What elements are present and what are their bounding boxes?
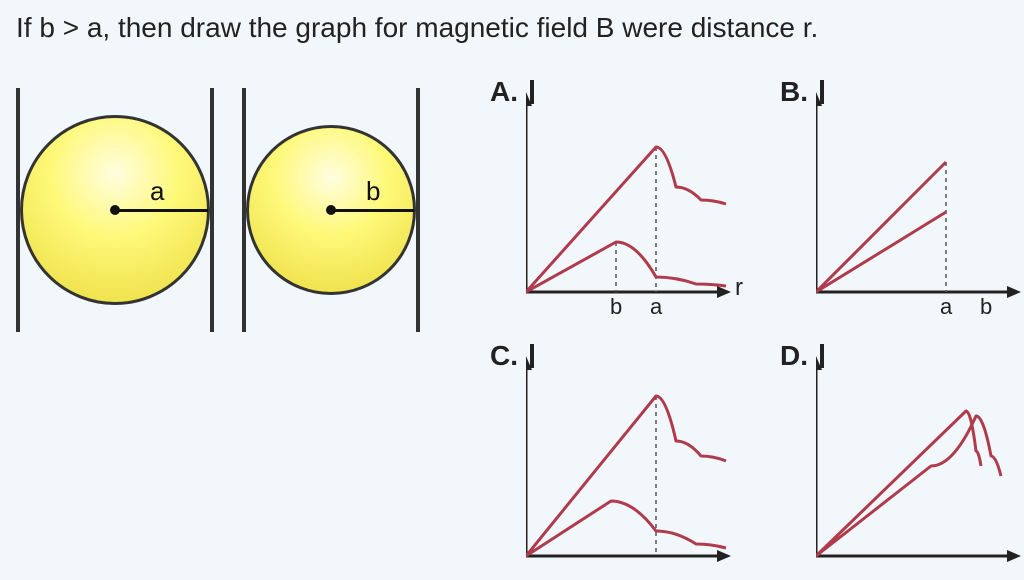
option-b: B. ab <box>780 76 1024 316</box>
option-letter-b: B. <box>780 76 808 108</box>
graph-d <box>816 356 1024 566</box>
radius-line-b <box>334 209 414 212</box>
tick-label: b <box>980 294 992 320</box>
option-c: C. <box>490 340 750 580</box>
label-b: b <box>366 176 380 207</box>
radius-line-a <box>118 209 208 212</box>
wire-right-a <box>210 88 214 332</box>
tick-label: a <box>650 294 662 320</box>
tick-label: a <box>940 294 952 320</box>
graph-a <box>526 92 736 302</box>
graph-b <box>816 92 1024 302</box>
wire-diagram: a b <box>10 80 430 340</box>
question-text: If b > a, then draw the graph for magnet… <box>16 12 818 44</box>
option-a: A. bar <box>490 76 750 316</box>
option-d: D. <box>780 340 1024 580</box>
label-a: a <box>150 176 164 207</box>
tick-label: b <box>610 294 622 320</box>
option-letter-c: C. <box>490 340 518 372</box>
wire-right-b <box>416 88 420 332</box>
option-letter-a: A. <box>490 76 518 108</box>
option-letter-d: D. <box>780 340 808 372</box>
axis-label-r: r <box>735 274 743 302</box>
graph-c <box>526 356 736 566</box>
